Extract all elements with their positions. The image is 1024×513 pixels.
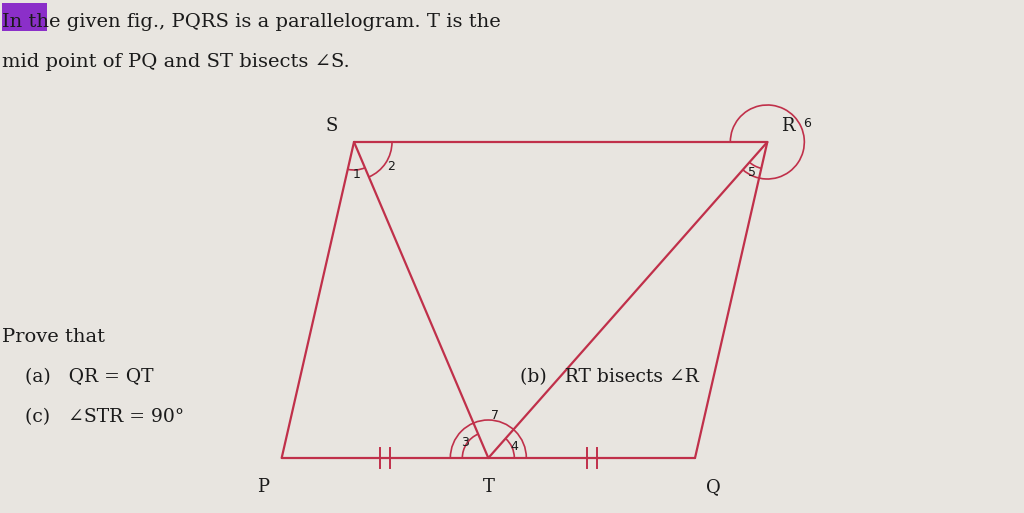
Text: 7: 7 <box>492 409 500 422</box>
Text: 5: 5 <box>748 166 756 179</box>
Text: Prove that: Prove that <box>2 328 105 346</box>
Text: 2: 2 <box>388 161 395 173</box>
Text: 6: 6 <box>804 117 811 130</box>
Text: P: P <box>257 478 269 496</box>
Text: In the given fig., PQRS is a parallelogram. T is the: In the given fig., PQRS is a parallelogr… <box>2 13 501 31</box>
Text: R: R <box>781 117 795 135</box>
Text: T: T <box>482 478 495 496</box>
Text: (c)   ∠STR = 90°: (c) ∠STR = 90° <box>25 408 184 426</box>
Text: S: S <box>325 117 338 135</box>
Text: 3: 3 <box>461 436 469 449</box>
Text: (b)   RT bisects ∠R: (b) RT bisects ∠R <box>520 368 698 386</box>
Text: 4: 4 <box>510 440 518 453</box>
Text: (a)   QR = QT: (a) QR = QT <box>25 368 154 386</box>
FancyBboxPatch shape <box>2 3 47 31</box>
Text: 1: 1 <box>353 168 360 182</box>
Text: mid point of PQ and ST bisects ∠S.: mid point of PQ and ST bisects ∠S. <box>2 53 350 71</box>
Text: Q: Q <box>707 478 721 496</box>
